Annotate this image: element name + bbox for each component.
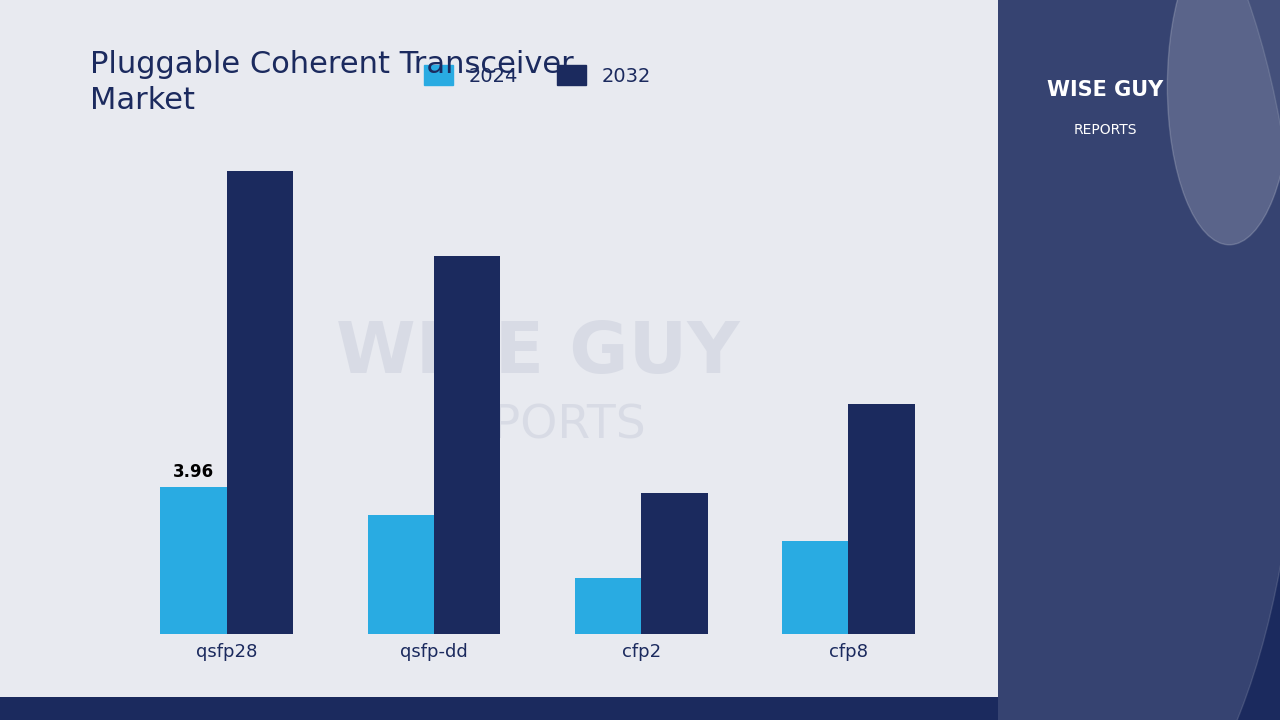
Text: REPORTS: REPORTS <box>429 404 646 449</box>
Text: WISE GUY: WISE GUY <box>1047 80 1164 100</box>
Bar <box>641 493 708 634</box>
Legend: 2024, 2032: 2024, 2032 <box>416 58 659 94</box>
Bar <box>160 487 227 634</box>
Bar <box>227 171 293 634</box>
Bar <box>434 256 500 634</box>
Text: WISE GUY: WISE GUY <box>335 319 740 388</box>
Text: Pluggable Coherent Transceiver
Market: Pluggable Coherent Transceiver Market <box>90 50 573 115</box>
Text: 3.96: 3.96 <box>173 464 214 482</box>
Bar <box>782 541 849 634</box>
Text: REPORTS: REPORTS <box>1074 122 1137 137</box>
Circle shape <box>1167 0 1280 245</box>
Bar <box>367 515 434 634</box>
Bar <box>849 404 915 634</box>
Bar <box>575 578 641 634</box>
Circle shape <box>895 0 1280 720</box>
